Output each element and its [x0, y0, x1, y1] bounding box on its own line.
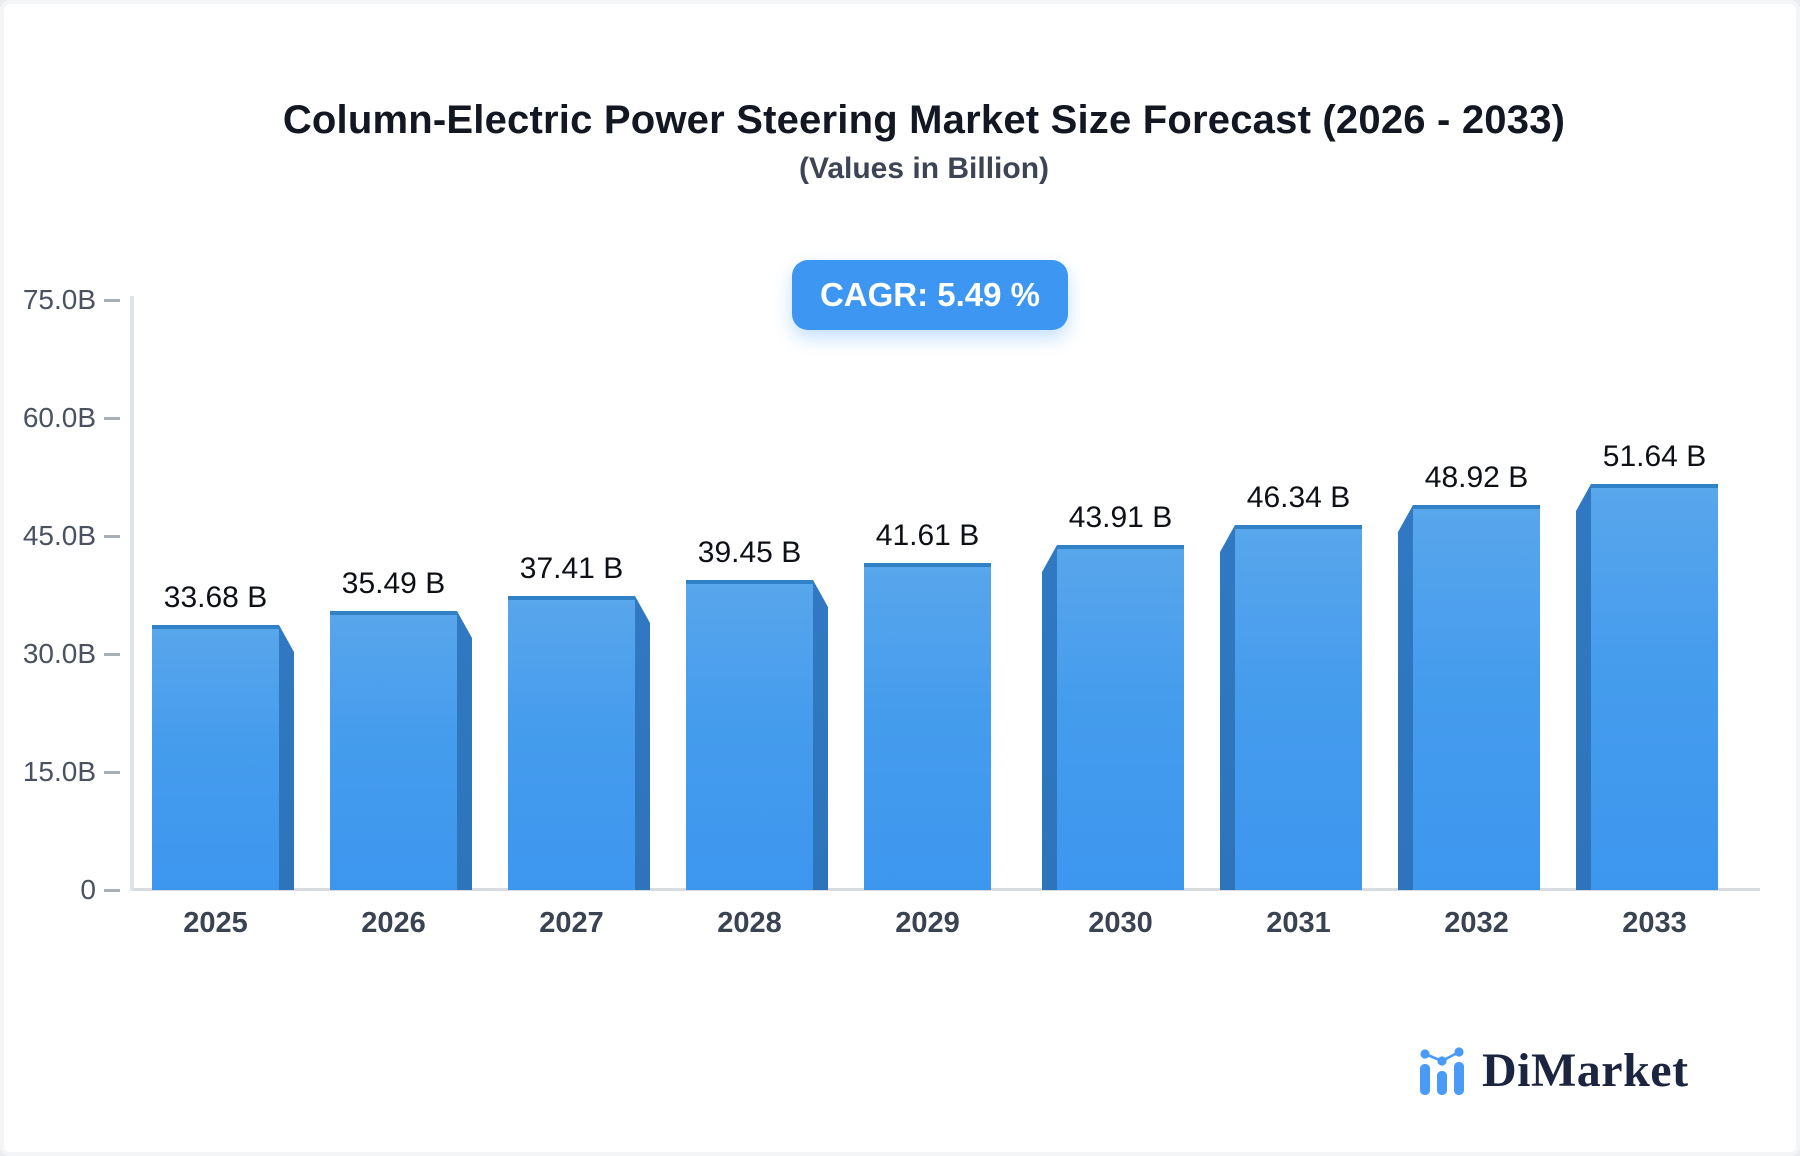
y-axis-tick-label: 30.0B	[22, 638, 96, 669]
y-axis-tick-label: 15.0B	[22, 756, 96, 787]
cagr-badge-label: CAGR: 5.49 %	[819, 276, 1041, 313]
bar-chart-plot-area: 75.0B 60.0B 45.0B 30.0B 15.0B 0 33.68 B 2025 35.…	[4, 4, 1796, 1152]
bar-value-label-2030: 43.91 B	[1068, 501, 1173, 534]
cagr-badge: CAGR: 5.49 %	[792, 260, 1068, 330]
bar-side-face-2025	[279, 625, 294, 890]
logo-text: DiMarket	[1482, 1043, 1689, 1097]
bar-side-face-2028	[813, 580, 828, 890]
chart-title: Column-Electric Power Steering Market Si…	[282, 98, 1566, 142]
bar-2031[interactable]	[1235, 525, 1362, 890]
x-axis-label-2033: 2033	[1622, 907, 1687, 939]
y-axis-tick-mark	[104, 416, 120, 420]
bar-2029[interactable]	[864, 563, 991, 890]
y-axis-tick-mark	[104, 888, 120, 892]
bar-value-label-2026: 35.49 B	[341, 567, 446, 600]
x-axis-label-2029: 2029	[895, 907, 960, 939]
bar-2030[interactable]	[1057, 545, 1184, 890]
chart-subtitle: (Values in Billion)	[798, 152, 1050, 185]
bar-side-face-2026	[457, 611, 472, 890]
bar-value-label-2033: 51.64 B	[1602, 440, 1707, 473]
bar-side-face-2027	[635, 596, 650, 890]
x-axis-label-2031: 2031	[1266, 907, 1331, 939]
bar-value-label-2032: 48.92 B	[1424, 461, 1529, 494]
bar-value-label-2027: 37.41 B	[519, 552, 624, 585]
bar-value-label-2028: 39.45 B	[697, 536, 802, 569]
bar-2026[interactable]	[330, 611, 457, 890]
y-axis-tick-label: 60.0B	[22, 402, 96, 433]
x-axis-label-2030: 2030	[1088, 907, 1153, 939]
bar-chart-logo-icon	[1420, 1047, 1464, 1095]
x-axis-label-2025: 2025	[183, 907, 248, 939]
x-axis-label-2027: 2027	[539, 907, 604, 939]
y-axis-tick-mark	[104, 298, 120, 302]
y-axis-tick-label: 0	[80, 874, 96, 905]
bar-side-face-2032	[1398, 505, 1413, 890]
y-axis-tick-label: 75.0B	[22, 284, 96, 315]
bar-side-face-2031	[1220, 525, 1235, 890]
y-axis-tick-label: 45.0B	[22, 520, 96, 551]
y-axis-tick-mark	[104, 652, 120, 656]
bar-value-label-2025: 33.68 B	[163, 581, 268, 614]
bar-2032[interactable]	[1413, 505, 1540, 890]
bar-value-label-2029: 41.61 B	[875, 519, 980, 552]
bar-2028[interactable]	[686, 580, 813, 890]
bar-2025[interactable]	[152, 625, 279, 890]
bar-side-face-2030	[1042, 545, 1057, 890]
y-axis-tick-mark	[104, 534, 120, 538]
bar-2027[interactable]	[508, 596, 635, 890]
x-axis-label-2032: 2032	[1444, 907, 1509, 939]
bar-side-face-2033	[1576, 484, 1591, 890]
x-axis-label-2026: 2026	[361, 907, 426, 939]
y-axis-tick-mark	[104, 770, 120, 774]
dimarket-logo: DiMarket	[1418, 1042, 1689, 1098]
bar-value-label-2031: 46.34 B	[1246, 481, 1351, 514]
y-axis-line	[130, 296, 134, 891]
x-axis-label-2028: 2028	[717, 907, 782, 939]
bar-2033[interactable]	[1591, 484, 1718, 890]
